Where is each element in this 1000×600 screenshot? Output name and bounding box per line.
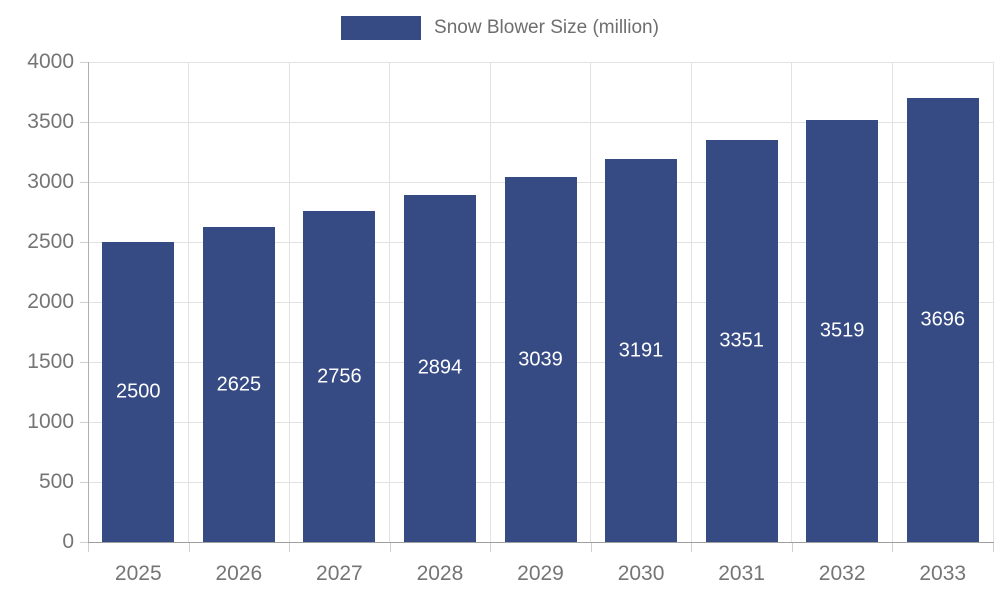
y-axis-tick-label: 1000 (27, 410, 74, 433)
bar[interactable]: 2625 (202, 227, 275, 542)
bar[interactable]: 3696 (906, 98, 979, 542)
legend-swatch (341, 16, 422, 40)
v-gridline (791, 62, 793, 542)
bar[interactable]: 3519 (806, 119, 879, 542)
x-axis-tick-label: 2030 (617, 562, 665, 585)
x-axis-tick-label: 2033 (919, 562, 967, 585)
x-axis-tick (791, 543, 793, 552)
x-axis-tick-label: 2032 (818, 562, 866, 585)
x-axis-tick-label: 2027 (316, 562, 363, 585)
y-axis-tick (80, 242, 88, 243)
x-axis-tick (490, 543, 492, 552)
v-gridline (590, 62, 592, 542)
bar-value-label: 2500 (116, 380, 161, 403)
x-axis-tick-label: 2028 (416, 562, 464, 585)
legend-label: Snow Blower Size (million) (434, 17, 659, 38)
x-axis-tick (691, 543, 693, 552)
x-axis-tick (88, 543, 89, 552)
v-gridline (188, 62, 190, 542)
x-axis-tick-label: 2025 (114, 562, 162, 585)
y-axis-tick-label: 1500 (27, 350, 74, 373)
x-axis-line (88, 542, 994, 543)
bar[interactable]: 2500 (102, 242, 175, 542)
x-axis-tick (389, 543, 391, 552)
bar-value-label: 2894 (417, 356, 463, 379)
bar[interactable]: 3351 (705, 139, 778, 542)
bar-value-label: 3351 (719, 329, 764, 352)
y-axis-line (88, 62, 89, 551)
y-axis-tick (80, 422, 88, 423)
bar[interactable]: 2894 (403, 194, 476, 542)
bar-value-label: 2625 (216, 373, 262, 395)
v-gridline (389, 62, 391, 542)
y-axis-tick (80, 362, 88, 363)
bar-value-label: 3039 (518, 348, 563, 371)
bar-value-label: 3696 (920, 308, 965, 331)
v-gridline (489, 62, 491, 542)
v-gridline (891, 62, 893, 542)
x-axis-tick (289, 543, 291, 552)
x-axis-tick-label: 2026 (215, 562, 263, 585)
y-axis-tick-label: 2000 (27, 290, 74, 313)
x-axis-tick (590, 543, 592, 552)
h-gridline (88, 61, 993, 63)
y-axis-tick-label: 500 (38, 470, 74, 493)
v-gridline (288, 62, 290, 542)
x-axis-tick (188, 543, 190, 552)
legend[interactable]: Snow Blower Size (million) (0, 16, 1000, 40)
y-axis-tick-label: 4000 (27, 50, 74, 73)
x-axis-tick (993, 543, 994, 552)
y-axis-tick (80, 62, 88, 63)
x-axis-tick-label: 2029 (517, 562, 564, 585)
x-axis-tick-label: 2031 (718, 562, 765, 585)
v-gridline (992, 62, 994, 542)
h-gridline (88, 121, 993, 123)
bar-value-label: 2756 (317, 365, 362, 388)
y-axis-tick-label: 3500 (27, 110, 74, 133)
bar[interactable]: 2756 (303, 211, 376, 542)
y-axis-tick-label: 3000 (27, 170, 74, 193)
y-axis-tick-label: 0 (62, 530, 74, 553)
v-gridline (690, 62, 692, 542)
y-axis-tick (80, 122, 88, 123)
y-axis-tick (80, 302, 88, 303)
y-axis-tick (80, 182, 88, 183)
plot-area: 2500 2625 2756 2894 3039 3191 3351 3519 3696 (88, 61, 994, 542)
x-axis-tick (892, 543, 894, 552)
y-axis-tick (80, 542, 88, 543)
bar-value-label: 3191 (618, 339, 664, 362)
y-axis-tick-label: 2500 (27, 230, 74, 253)
bar-value-label: 3519 (819, 319, 865, 342)
bar[interactable]: 3039 (504, 177, 577, 542)
y-axis-tick (80, 482, 88, 483)
bar[interactable]: 3191 (605, 159, 678, 542)
